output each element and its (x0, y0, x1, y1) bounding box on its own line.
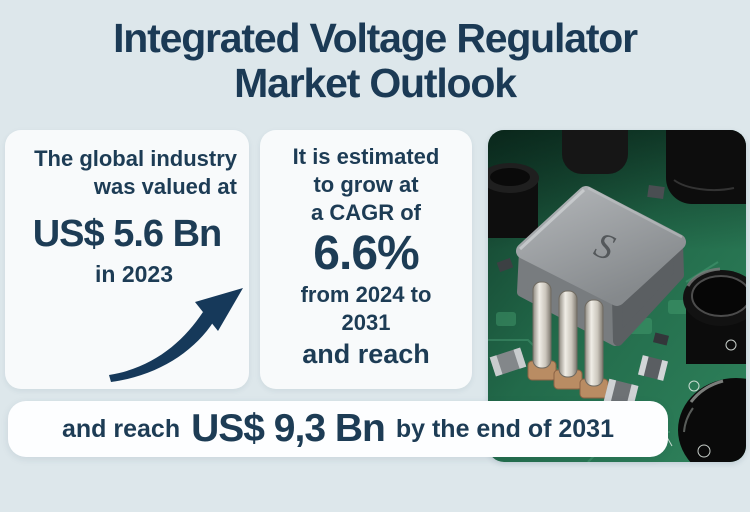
cagr-reach-label: and reach (302, 338, 430, 369)
projection-prefix: and reach (62, 414, 181, 443)
capacitor-right-middle (683, 267, 746, 364)
page-title-line1: Integrated Voltage Regulator (113, 15, 638, 61)
cagr-card: It is estimated to grow at a CAGR of 6.6… (260, 130, 472, 389)
cagr-line4: from 2024 to (300, 281, 432, 307)
valuation-value: US$ 5.6 Bn (32, 213, 223, 256)
valuation-intro-line1: The global industry (34, 146, 237, 171)
page-title: Integrated Voltage Regulator Market Outl… (0, 15, 750, 107)
projection-suffix: by the end of 2031 (395, 414, 614, 443)
capacitor-top-center (562, 130, 628, 174)
projection-value: US$ 9,3 Bn (191, 407, 386, 450)
cagr-value: 6.6% (313, 226, 419, 280)
cagr-line3: a CAGR of (311, 199, 421, 225)
chip-legs (532, 281, 604, 387)
valuation-year: in 2023 (95, 261, 173, 288)
cagr-line1: It is estimated (292, 144, 440, 169)
valuation-intro: The global industry was valued at (5, 145, 249, 200)
pcb-voltage-regulator-photo: S (488, 130, 746, 462)
cagr-line2: to grow at (313, 171, 419, 197)
cagr-line5: 2031 (341, 309, 391, 335)
growth-arrow-icon (105, 280, 245, 384)
capacitor-top-right (666, 130, 746, 204)
page-title-line2: Market Outlook (234, 60, 517, 107)
capacitor-bottom-right (678, 378, 746, 462)
valuation-intro-line2: was valued at (93, 173, 237, 199)
projection-bar: and reach US$ 9,3 Bn by the end of 2031 (8, 401, 668, 457)
capacitor-top-left (488, 163, 539, 238)
valuation-card: The global industry was valued at US$ 5.… (5, 130, 249, 389)
